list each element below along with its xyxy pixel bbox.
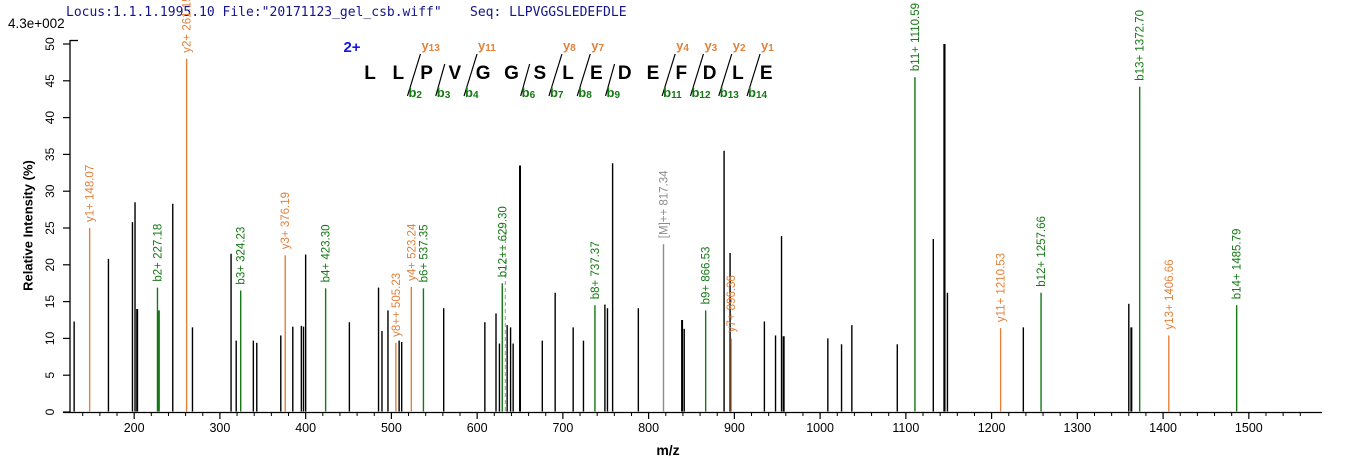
fragment-cut-mark xyxy=(746,53,761,97)
peak-label: y3+ 376.19 xyxy=(280,192,292,249)
y-tick-label: 45 xyxy=(43,74,57,88)
x-axis-title: m/z xyxy=(656,442,680,458)
fragment-cut-mark xyxy=(548,53,563,97)
peak-label: b4+ 423.30 xyxy=(321,224,333,282)
x-tick-label: 1000 xyxy=(806,421,834,435)
x-tick-label: 600 xyxy=(467,421,488,435)
residue-letter: L xyxy=(562,63,574,84)
fragment-cut-mark xyxy=(520,63,531,97)
residue-letter: P xyxy=(420,63,433,84)
b-ion-label: b6 xyxy=(522,85,536,101)
residue-letter: G xyxy=(476,63,491,84)
peak-label: b3+ 324.23 xyxy=(236,227,248,285)
x-tick-label: 1300 xyxy=(1063,421,1091,435)
y-tick-label: 20 xyxy=(43,258,57,272)
y-ion-label: y2 xyxy=(733,38,746,54)
y-tick-label: 50 xyxy=(43,37,57,51)
y-tick-label: 15 xyxy=(43,295,57,309)
precursor-charge-label: 2+ xyxy=(343,39,360,56)
b-ion-label: b9 xyxy=(607,85,621,101)
y-ion-label: y7 xyxy=(591,38,604,54)
peak-label: b12++ 629.30 xyxy=(497,206,509,277)
peak-label: y13+ 1406.66 xyxy=(1164,259,1176,329)
peak-label: b6+ 537.35 xyxy=(418,224,430,282)
header-sequence: Seq: LLPVGGSLEDEFDLE xyxy=(470,5,627,20)
peak-label: b13+ 1372.70 xyxy=(1135,10,1147,81)
residue-letter: E xyxy=(590,63,603,84)
b-ion-label: b13 xyxy=(720,85,740,101)
peak-label: y8++ 505.23 xyxy=(391,273,403,337)
residue-letter: L xyxy=(364,63,376,84)
header-locus-file: Locus:1.1.1.1995.10 File:"20171123_gel_c… xyxy=(66,5,442,20)
peak-label: b9+ 866.53 xyxy=(701,247,713,305)
residue-letter: D xyxy=(618,63,632,84)
x-tick-label: 800 xyxy=(638,421,659,435)
residue-letter: E xyxy=(647,63,660,84)
x-tick-label: 1200 xyxy=(978,421,1006,435)
fragment-cut-mark xyxy=(689,53,705,97)
residue-letter: L xyxy=(392,63,404,84)
x-tick-label: 300 xyxy=(209,421,230,435)
fragment-cut-mark xyxy=(406,53,422,97)
y-ion-label: y3 xyxy=(704,38,717,54)
peak-label: y11+ 1210.53 xyxy=(996,253,1008,322)
y-tick-label: 30 xyxy=(43,184,57,198)
y-tick-label: 40 xyxy=(43,111,57,125)
x-tick-label: 900 xyxy=(724,421,745,435)
fragment-cut-mark xyxy=(435,63,446,97)
x-tick-label: 1500 xyxy=(1235,421,1263,435)
y-ion-label: y4 xyxy=(676,38,689,54)
fragment-cut-mark xyxy=(604,63,616,97)
peak-label: y4+ 523.24 xyxy=(406,223,418,281)
y-tick-label: 35 xyxy=(43,147,57,161)
residue-letter: L xyxy=(732,63,744,84)
residue-letter: G xyxy=(504,63,519,84)
b-ion-label: b7 xyxy=(550,85,564,101)
y-ion-label: y11 xyxy=(478,38,496,54)
fragment-cut-mark xyxy=(718,53,733,97)
b-ion-label: b3 xyxy=(437,85,451,101)
peak-label: b8+ 737.37 xyxy=(590,241,602,299)
y-tick-label: 0 xyxy=(43,408,57,415)
b-ion-label: b8 xyxy=(578,85,592,101)
fragment-cut-mark xyxy=(576,53,591,97)
residue-letter: E xyxy=(760,63,773,84)
fragment-cut-mark xyxy=(463,53,478,97)
x-tick-label: 400 xyxy=(295,421,316,435)
x-tick-label: 200 xyxy=(124,421,145,435)
b-ion-label: b14 xyxy=(748,85,768,101)
b-ion-label: b4 xyxy=(465,85,479,101)
fragment-cut-mark xyxy=(661,53,676,97)
b-ion-label: b12 xyxy=(691,85,711,101)
y-tick-label: 10 xyxy=(43,331,57,345)
y-ion-label: y8 xyxy=(563,38,576,54)
y-tick-label: 25 xyxy=(43,221,57,235)
x-tick-label: 500 xyxy=(381,421,402,435)
residue-letter: F xyxy=(675,63,687,84)
peak-label: y1+ 148.07 xyxy=(85,165,97,222)
x-tick-label: 1400 xyxy=(1149,421,1177,435)
b-ion-label: b2 xyxy=(408,85,422,101)
x-tick-label: 700 xyxy=(552,421,573,435)
peak-label: b14+ 1485.79 xyxy=(1232,229,1244,300)
y-tick-label: 5 xyxy=(43,372,57,379)
x-tick-label: 1100 xyxy=(892,421,919,435)
residue-letter: V xyxy=(449,63,462,84)
residue-letter: S xyxy=(533,63,546,84)
peak-label: y7+ 896.36 xyxy=(726,275,738,332)
y-ion-label: y13 xyxy=(421,38,440,54)
b-ion-label: b11 xyxy=(663,85,682,101)
peak-label: b12+ 1257.66 xyxy=(1036,216,1048,287)
peak-label: [M]++ 817.34 xyxy=(658,170,670,238)
peak-label: b11+ 1110.59 xyxy=(910,3,922,71)
absolute-intensity-scale-label: 4.3e+002 xyxy=(8,16,65,31)
peak-label: b2+ 227.18 xyxy=(152,224,164,282)
residue-letter: D xyxy=(703,63,717,84)
peak-label: y2+ 261.15 xyxy=(182,0,194,53)
y-ion-label: y1 xyxy=(761,38,774,54)
